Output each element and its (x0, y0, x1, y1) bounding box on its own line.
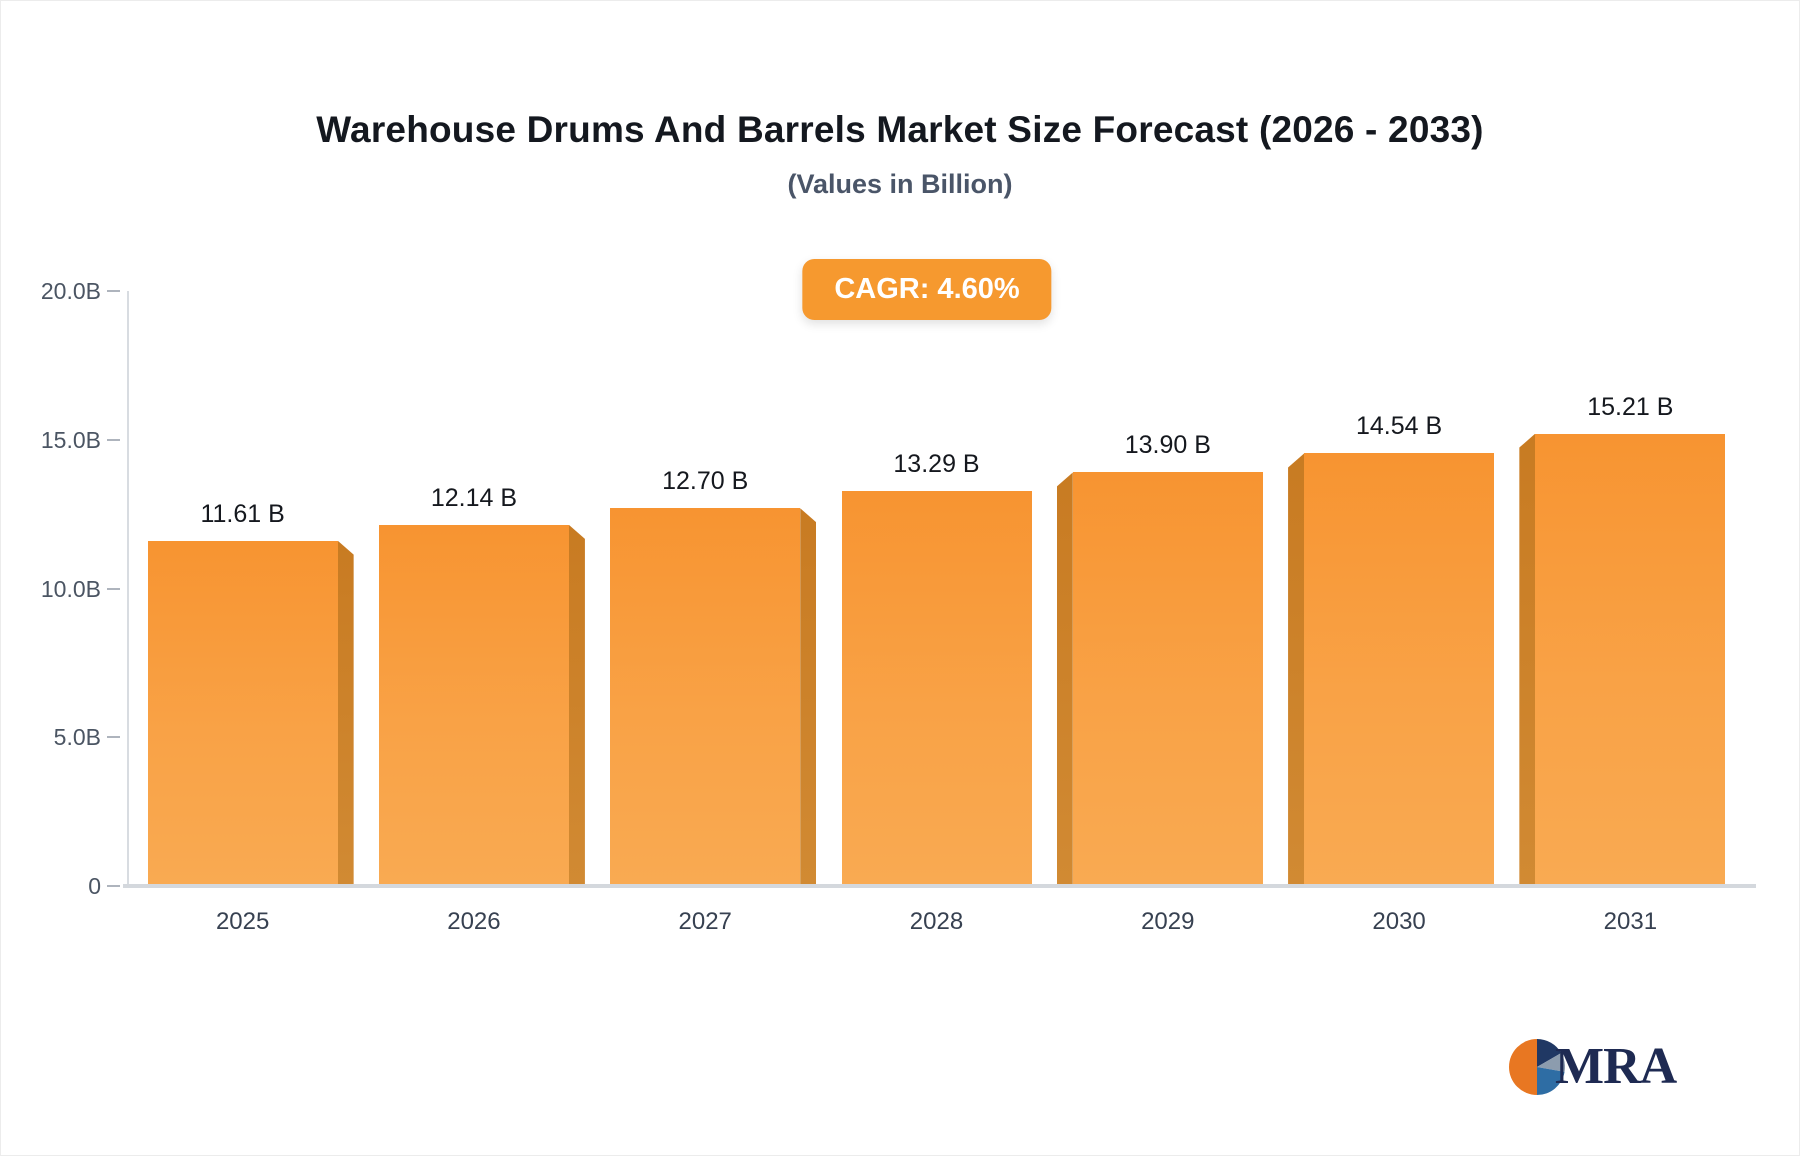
bar-side-face (1056, 472, 1073, 886)
y-tick-mark (107, 438, 120, 441)
mra-logo: MRA (1509, 1037, 1677, 1096)
x-tick-label: 2025 (215, 908, 270, 935)
bar-2027: 12.70 B (610, 467, 817, 886)
bar-2029: 13.90 B (1056, 431, 1263, 886)
bar-side-face (568, 524, 585, 886)
y-tick-label: 0 (88, 873, 101, 899)
x-tick-label: 2030 (1372, 908, 1426, 935)
x-axis-line (123, 884, 1756, 888)
bar-value-label: 14.54 B (1355, 412, 1443, 441)
logo-text: MRA (1555, 1038, 1677, 1095)
mra-logo-icon (1509, 1038, 1565, 1095)
bar-side-face (1288, 453, 1305, 886)
bar-face (147, 540, 338, 886)
cagr-badge: CAGR: 4.60% (802, 259, 1052, 320)
bar-face (610, 508, 801, 886)
bar-value-label: 11.61 B (200, 499, 285, 528)
bar-side-face (337, 540, 354, 886)
bar-value-label: 12.70 B (662, 467, 749, 496)
y-axis-line (127, 291, 129, 886)
chart-subtitle: (Values in Billion) (787, 169, 1013, 199)
y-tick-mark (107, 587, 120, 590)
bar-face (1535, 433, 1726, 886)
bar-side-face (1519, 433, 1536, 886)
bar-2025: 11.61 B (147, 500, 354, 886)
x-tick-label: 2026 (447, 908, 501, 935)
bar-value-label: 13.29 B (893, 449, 980, 478)
chart-title: Warehouse Drums And Barrels Market Size … (316, 109, 1484, 150)
bar-2026: 12.14 B (378, 484, 585, 886)
bar-value-label: 15.21 B (1587, 392, 1674, 421)
bar-2030: 14.54 B (1288, 412, 1495, 886)
bar-2031: 15.21 B (1519, 393, 1726, 886)
y-tick-label: 5.0B (53, 724, 101, 751)
bar-face (841, 490, 1032, 886)
x-tick-label: 2027 (678, 908, 732, 935)
bar-value-label: 13.90 B (1124, 431, 1211, 460)
bar-face (1072, 472, 1263, 886)
y-tick-label: 15.0B (40, 426, 101, 453)
y-tick-label: 20.0B (40, 278, 101, 304)
bar-2028: 13.29 B (841, 450, 1032, 886)
y-tick-mark (107, 885, 120, 887)
bar-face (378, 524, 569, 886)
x-tick-label: 2029 (1141, 908, 1195, 935)
y-tick-label: 10.0B (40, 575, 101, 602)
bar-face (1304, 453, 1495, 886)
bar-side-face (800, 508, 817, 886)
y-tick-mark (107, 736, 120, 739)
x-tick-label: 2028 (909, 908, 964, 935)
plot-area: 0 5.0B 10.0B 15.0B 20.0B 11.61 B 12.14 B 12.70… (41, 278, 1756, 935)
y-tick-mark (107, 290, 120, 292)
bar-value-label: 12.14 B (430, 483, 518, 512)
x-tick-label: 2031 (1603, 908, 1658, 935)
